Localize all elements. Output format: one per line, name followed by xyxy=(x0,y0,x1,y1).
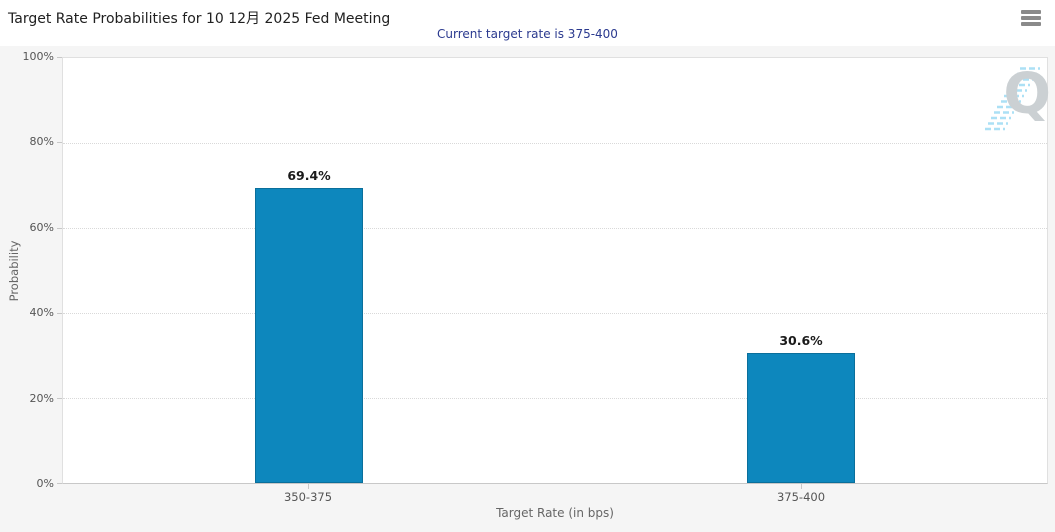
y-tick-mark xyxy=(57,483,62,484)
y-tick-label: 40% xyxy=(29,306,54,319)
x-axis-title: Target Rate (in bps) xyxy=(496,506,614,520)
bar-value-label: 30.6% xyxy=(779,332,823,348)
hamburger-bar xyxy=(1021,16,1041,20)
bar-group-350-375: 69.4% xyxy=(255,58,363,483)
y-tick-label: 100% xyxy=(22,50,54,63)
y-tick-mark xyxy=(57,228,62,229)
x-category-label: 375-400 xyxy=(776,490,826,504)
x-category-label: 350-375 xyxy=(283,490,333,504)
gridline xyxy=(63,143,1047,144)
x-tick-mark xyxy=(801,484,802,489)
x-tick-mark xyxy=(308,484,309,489)
hamburger-menu-icon[interactable] xyxy=(1019,7,1043,29)
y-tick-mark xyxy=(57,57,62,58)
y-tick-label: 0% xyxy=(36,477,54,490)
gridline xyxy=(63,398,1047,399)
gridline xyxy=(63,228,1047,229)
y-tick-label: 80% xyxy=(29,135,54,148)
bar-375-400[interactable] xyxy=(747,352,855,483)
hamburger-bar xyxy=(1021,10,1041,14)
plot-area: 69.4% 30.6% xyxy=(62,57,1048,484)
page-title: Target Rate Probabilities for 10 12月 202… xyxy=(8,11,391,27)
y-tick-label: 20% xyxy=(29,392,54,405)
chart-header: Target Rate Probabilities for 10 12月 202… xyxy=(0,0,1055,46)
bar-350-375[interactable] xyxy=(255,188,363,483)
y-tick-mark xyxy=(57,313,62,314)
y-tick-label: 60% xyxy=(29,221,54,234)
bar-group-375-400: 30.6% xyxy=(747,58,855,483)
y-axis-title: Probability xyxy=(7,240,21,302)
y-tick-mark xyxy=(57,142,62,143)
hamburger-bar xyxy=(1021,22,1041,26)
chart-subtitle: Current target rate is 375-400 xyxy=(437,27,618,41)
bar-value-label: 69.4% xyxy=(287,168,331,184)
gridline xyxy=(63,313,1047,314)
y-tick-mark xyxy=(57,398,62,399)
